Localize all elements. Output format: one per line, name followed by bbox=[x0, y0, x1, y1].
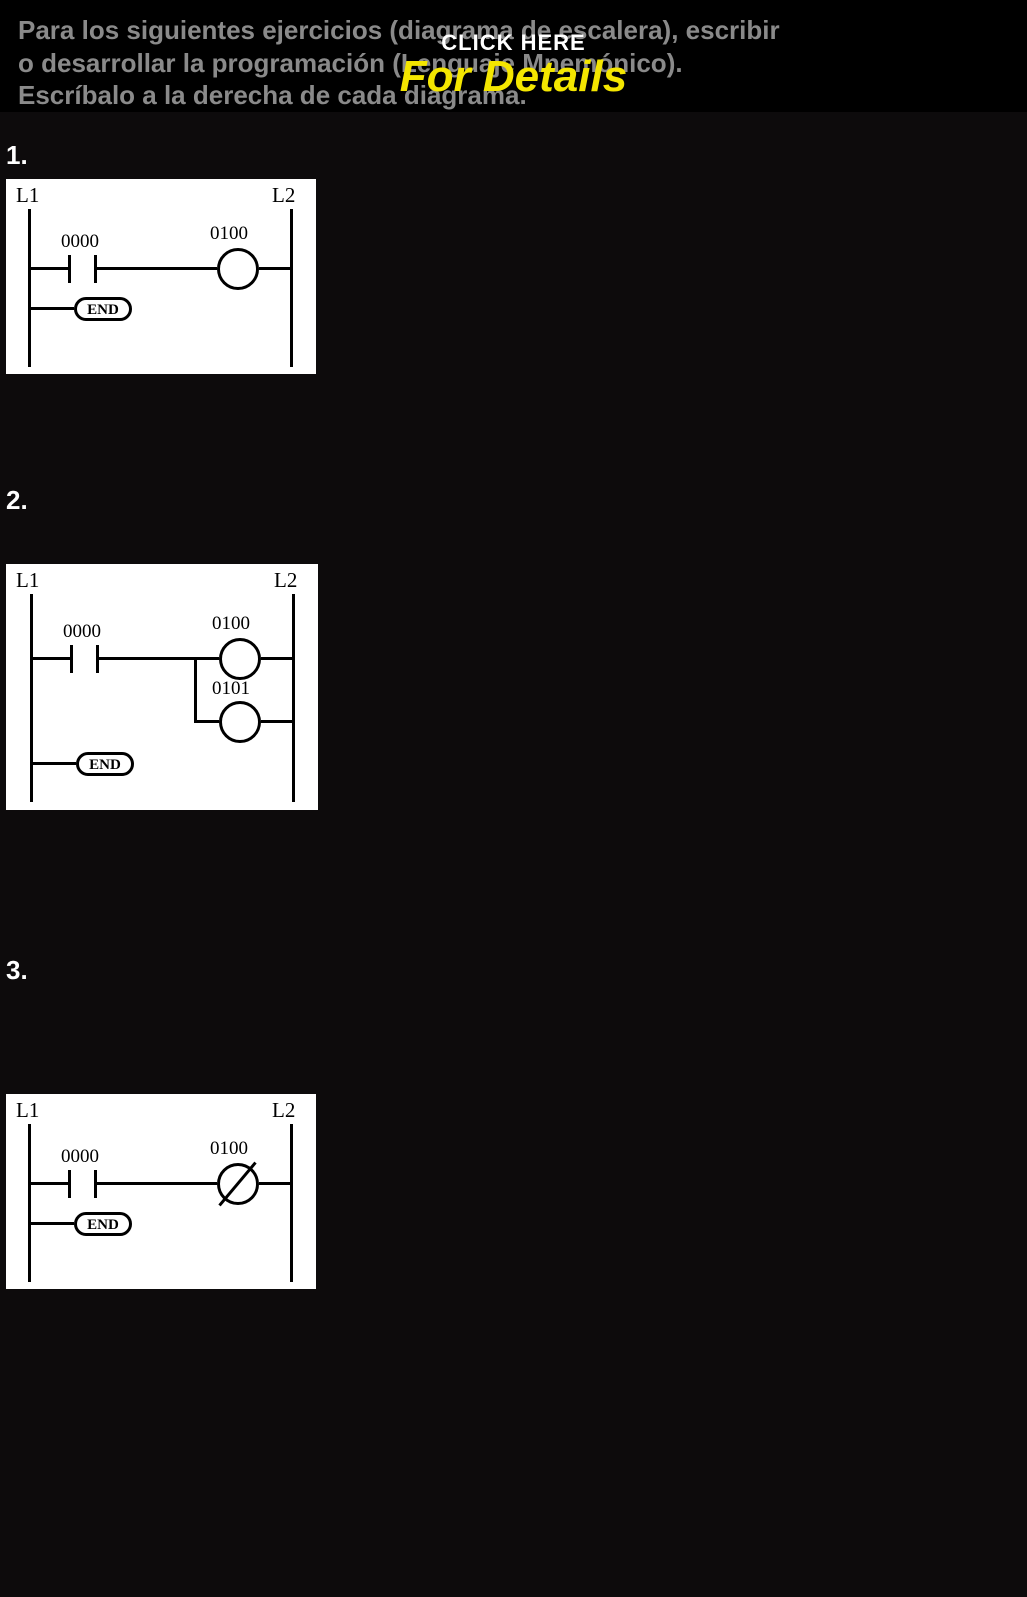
right-rail bbox=[292, 594, 295, 802]
diagram-3: L1 L2 0000 0100 END bbox=[6, 1094, 316, 1289]
l1-label: L1 bbox=[16, 1098, 39, 1123]
header-bar: Para los siguientes ejercicios (diagrama… bbox=[0, 0, 1027, 112]
rung1-wire-b bbox=[109, 267, 217, 270]
left-rail bbox=[30, 594, 33, 802]
coil-label-0100: 0100 bbox=[212, 613, 250, 635]
end-instruction: END bbox=[76, 752, 134, 776]
branch-vertical bbox=[194, 657, 197, 722]
end-wire bbox=[28, 1222, 74, 1225]
contact-label: 0000 bbox=[61, 231, 99, 253]
contact-stub-left bbox=[58, 657, 70, 660]
right-rail bbox=[290, 209, 293, 367]
l1-label: L1 bbox=[16, 183, 39, 208]
output-coil-0100 bbox=[219, 638, 261, 680]
exercise-3-number: 3. bbox=[6, 955, 316, 986]
contact-bar-left bbox=[68, 255, 71, 283]
l2-label: L2 bbox=[272, 183, 295, 208]
rung1-wire-c bbox=[259, 267, 292, 270]
exercise-3: 3. L1 L2 0000 0100 END bbox=[6, 955, 316, 1289]
rung1-wire-c bbox=[259, 1182, 292, 1185]
end-wire bbox=[28, 307, 74, 310]
branch-wire-b bbox=[261, 720, 294, 723]
coil-label-0101: 0101 bbox=[212, 678, 250, 700]
coil-label: 0100 bbox=[210, 1138, 248, 1160]
diagram-1: L1 L2 0000 0100 END bbox=[6, 179, 316, 374]
output-coil-0101 bbox=[219, 701, 261, 743]
rung1-wire-a bbox=[30, 657, 58, 660]
contact-label: 0000 bbox=[61, 1146, 99, 1168]
contact-bar-left bbox=[70, 645, 73, 673]
coil-label: 0100 bbox=[210, 223, 248, 245]
instruction-line-2: o desarrollar la programación (Lenguaje … bbox=[18, 48, 683, 78]
exercise-2: 2. L1 L2 0000 0100 0101 END bbox=[6, 485, 318, 810]
l2-label: L2 bbox=[274, 568, 297, 593]
contact-stub-right bbox=[97, 267, 109, 270]
rung1-wire-a bbox=[28, 1182, 56, 1185]
left-rail bbox=[28, 209, 31, 367]
end-wire bbox=[30, 762, 76, 765]
exercise-1-number: 1. bbox=[6, 140, 316, 171]
contact-stub-left bbox=[56, 1182, 68, 1185]
l1-label: L1 bbox=[16, 568, 39, 593]
end-instruction: END bbox=[74, 297, 132, 321]
branch-wire-a bbox=[194, 720, 219, 723]
exercise-2-number: 2. bbox=[6, 485, 318, 516]
rung1-wire-b bbox=[111, 657, 219, 660]
left-rail bbox=[28, 1124, 31, 1282]
instruction-line-3: Escríbalo a la derecha de cada diagrama. bbox=[18, 80, 527, 110]
instruction-text: Para los siguientes ejercicios (diagrama… bbox=[18, 14, 1009, 112]
output-coil bbox=[217, 248, 259, 290]
rung1-wire-c bbox=[261, 657, 294, 660]
rung1-wire-a bbox=[28, 267, 56, 270]
l2-label: L2 bbox=[272, 1098, 295, 1123]
contact-label: 0000 bbox=[63, 621, 101, 643]
rung1-wire-b bbox=[109, 1182, 217, 1185]
contact-stub-left bbox=[56, 267, 68, 270]
contact-bar-left bbox=[68, 1170, 71, 1198]
exercise-1: 1. L1 L2 0000 0100 END bbox=[6, 140, 316, 374]
right-rail bbox=[290, 1124, 293, 1282]
diagram-2: L1 L2 0000 0100 0101 END bbox=[6, 564, 318, 810]
contact-stub-right bbox=[99, 657, 111, 660]
instruction-line-1: Para los siguientes ejercicios (diagrama… bbox=[18, 15, 780, 45]
end-instruction: END bbox=[74, 1212, 132, 1236]
contact-stub-right bbox=[97, 1182, 109, 1185]
